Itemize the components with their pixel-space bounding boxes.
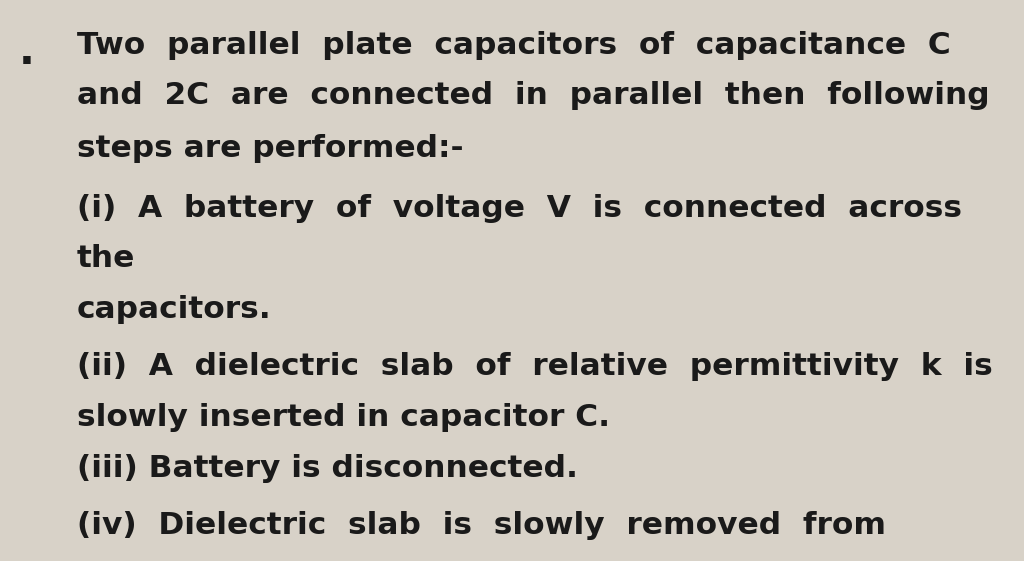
Text: capacitors.: capacitors. <box>77 295 271 324</box>
Text: (iv)  Dielectric  slab  is  slowly  removed  from: (iv) Dielectric slab is slowly removed f… <box>77 511 886 540</box>
Text: steps are performed:-: steps are performed:- <box>77 134 464 163</box>
Text: (i)  A  battery  of  voltage  V  is  connected  across: (i) A battery of voltage V is connected … <box>77 194 962 223</box>
Text: (ii)  A  dielectric  slab  of  relative  permittivity  k  is: (ii) A dielectric slab of relative permi… <box>77 352 992 381</box>
Text: Two  parallel  plate  capacitors  of  capacitance  C: Two parallel plate capacitors of capacit… <box>77 31 950 60</box>
Text: (iii) Battery is disconnected.: (iii) Battery is disconnected. <box>77 454 578 484</box>
Text: the: the <box>77 244 135 273</box>
Text: slowly inserted in capacitor C.: slowly inserted in capacitor C. <box>77 403 610 432</box>
Text: .: . <box>18 31 35 73</box>
Text: and  2C  are  connected  in  parallel  then  following: and 2C are connected in parallel then fo… <box>77 81 989 111</box>
